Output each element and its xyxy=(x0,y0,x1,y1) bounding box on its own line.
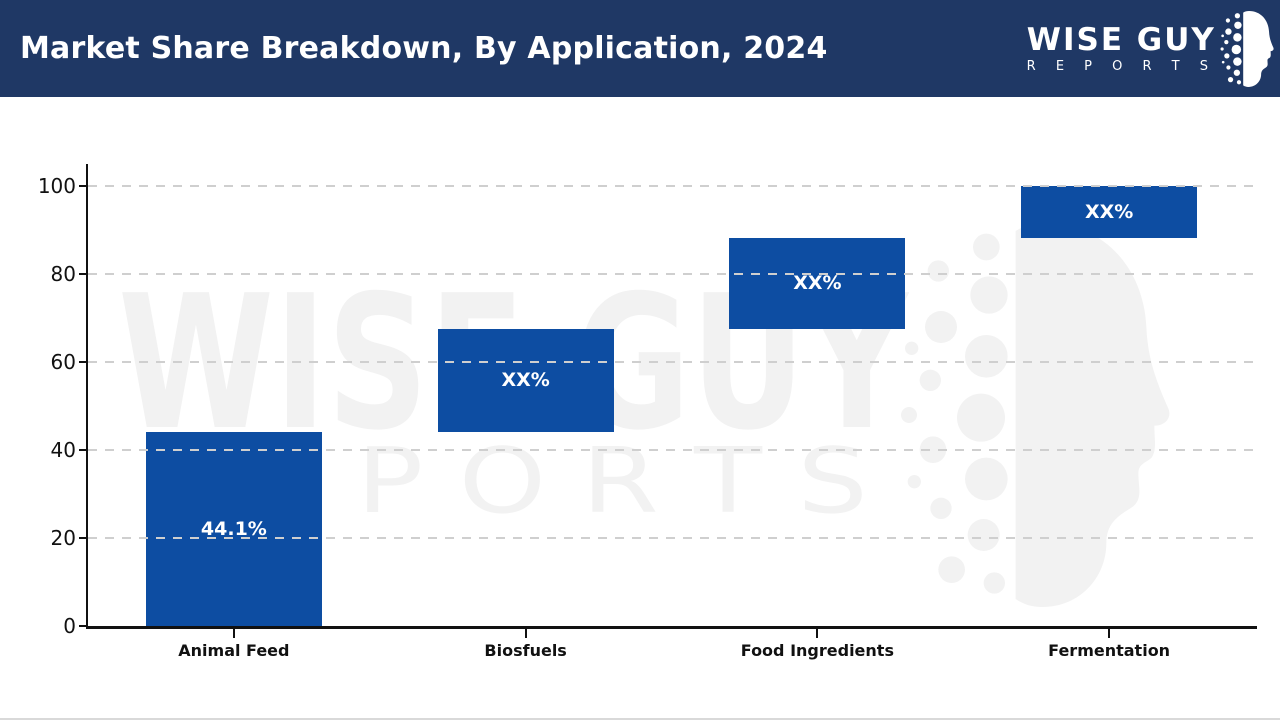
y-tick-mark xyxy=(79,537,88,539)
y-axis-spine xyxy=(86,164,88,628)
gridline-y-80 xyxy=(88,273,1255,275)
y-tick-mark xyxy=(79,449,88,451)
brand-logo-text: WISE GUY R E P O R T S xyxy=(1027,24,1216,75)
y-tick-mark xyxy=(79,273,88,275)
bar-food-ingredients: XX% xyxy=(729,237,906,329)
page-title: Market Share Breakdown, By Application, … xyxy=(20,31,828,66)
brand-logo: WISE GUY R E P O R T S xyxy=(1027,6,1278,92)
x-axis-label: Fermentation xyxy=(1048,641,1171,660)
gridline-y-20 xyxy=(88,537,1255,539)
header-bar: Market Share Breakdown, By Application, … xyxy=(0,0,1280,97)
gridline-y-100 xyxy=(88,185,1255,187)
x-tick-mark xyxy=(524,629,527,638)
y-tick-label: 80 xyxy=(50,262,76,286)
bar-value-label: XX% xyxy=(793,272,842,295)
gridline-y-60 xyxy=(88,361,1255,363)
y-tick-label: 60 xyxy=(50,350,76,374)
bar-value-label: XX% xyxy=(1084,200,1134,223)
x-axis-spine xyxy=(86,626,1257,629)
y-tick-mark xyxy=(79,625,88,627)
y-tick-label: 0 xyxy=(63,614,76,638)
brand-reports-label: R E P O R T S xyxy=(1026,59,1216,75)
x-axis-label: Biosfuels xyxy=(484,641,567,660)
bar-value-label: 44.1% xyxy=(200,517,267,540)
y-tick-label: 40 xyxy=(50,438,76,462)
gridline-y-40 xyxy=(88,449,1255,451)
y-tick-mark xyxy=(79,185,88,187)
bar-fermentation: XX% xyxy=(1021,186,1198,238)
wiseguy-face-icon xyxy=(1220,7,1278,91)
y-tick-mark xyxy=(79,361,88,363)
brand-wordmark: WISE GUY xyxy=(1026,21,1216,58)
x-axis-label: Food Ingredients xyxy=(740,641,894,660)
bar-biosfuels: XX% xyxy=(437,329,614,432)
bar-value-label: XX% xyxy=(501,369,550,392)
bar-animal-feed: 44.1% xyxy=(145,431,322,626)
y-tick-label: 20 xyxy=(50,526,76,550)
x-tick-mark xyxy=(232,629,235,638)
y-tick-label: 100 xyxy=(37,174,76,198)
x-tick-mark xyxy=(816,629,819,638)
watermark-face-icon xyxy=(880,215,1210,615)
x-axis-label: Animal Feed xyxy=(178,641,290,660)
x-tick-mark xyxy=(1108,629,1111,638)
